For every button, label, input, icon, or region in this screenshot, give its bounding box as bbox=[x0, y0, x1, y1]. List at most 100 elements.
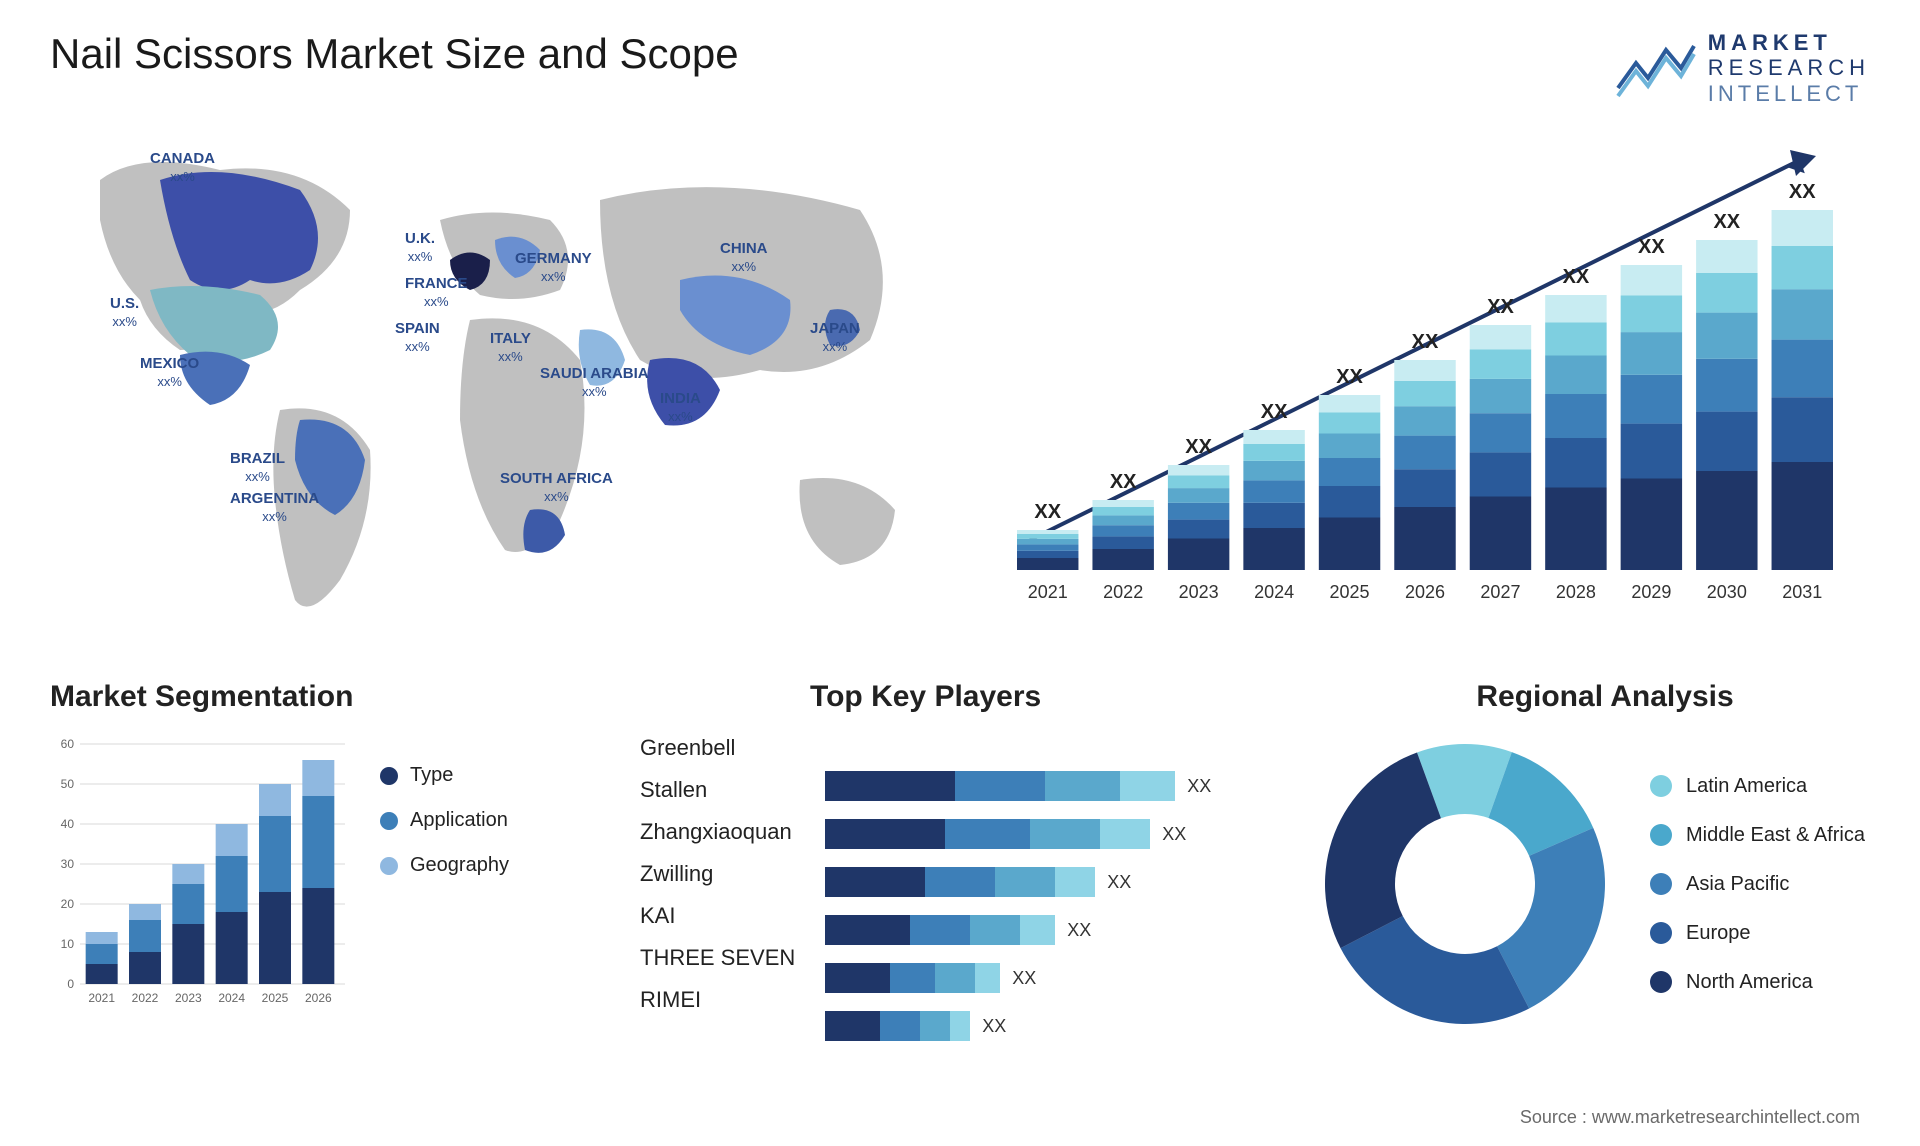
legend-swatch bbox=[380, 857, 398, 875]
legend-label: Europe bbox=[1686, 922, 1751, 945]
map-label: ITALYxx% bbox=[490, 330, 531, 366]
key-player-bar-row: XX bbox=[825, 819, 1280, 849]
key-player-bar-segment bbox=[970, 915, 1020, 945]
segmentation-legend-item: Geography bbox=[380, 854, 509, 877]
key-player-bar-segment bbox=[925, 867, 995, 897]
key-player-bar-row: XX bbox=[825, 963, 1280, 993]
map-label: MEXICOxx% bbox=[140, 355, 199, 391]
key-player-name: KAI bbox=[640, 903, 795, 929]
key-player-bar-segment bbox=[1120, 771, 1175, 801]
key-player-bar-segment bbox=[935, 963, 975, 993]
map-label: INDIAxx% bbox=[660, 390, 701, 426]
key-player-name: RIMEI bbox=[640, 987, 795, 1013]
map-label: BRAZILxx% bbox=[230, 450, 285, 486]
brand-logo: MARKET RESEARCH INTELLECT bbox=[1616, 30, 1870, 106]
map-label: U.S.xx% bbox=[110, 295, 139, 331]
map-label: JAPANxx% bbox=[810, 320, 860, 356]
key-player-bar bbox=[825, 963, 1000, 993]
key-player-bar bbox=[825, 915, 1055, 945]
main-chart-svg: XX2021XX2022XX2023XX2024XX2025XX2026XX20… bbox=[990, 130, 1860, 620]
svg-text:XX: XX bbox=[1185, 436, 1212, 458]
svg-text:2031: 2031 bbox=[1782, 582, 1822, 602]
key-player-bar bbox=[825, 771, 1175, 801]
regional-legend-item: North America bbox=[1650, 971, 1865, 994]
svg-text:40: 40 bbox=[61, 817, 75, 831]
svg-text:2023: 2023 bbox=[175, 991, 202, 1005]
regional-legend-item: Asia Pacific bbox=[1650, 873, 1865, 896]
key-player-bar-segment bbox=[825, 771, 955, 801]
key-player-bar-row: XX bbox=[825, 915, 1280, 945]
map-label: CHINAxx% bbox=[720, 240, 768, 276]
logo-line-2: RESEARCH bbox=[1708, 55, 1870, 80]
svg-text:0: 0 bbox=[67, 977, 74, 991]
svg-text:2023: 2023 bbox=[1179, 582, 1219, 602]
main-bar-chart: XX2021XX2022XX2023XX2024XX2025XX2026XX20… bbox=[990, 130, 1860, 620]
key-player-bar-segment bbox=[950, 1011, 970, 1041]
key-player-bar-segment bbox=[825, 915, 910, 945]
segmentation-section: Market Segmentation 01020304050602021202… bbox=[50, 680, 600, 1014]
key-player-name: Zhangxiaoquan bbox=[640, 819, 795, 845]
svg-text:2021: 2021 bbox=[1028, 582, 1068, 602]
key-player-name: Greenbell bbox=[640, 735, 795, 761]
legend-label: North America bbox=[1686, 971, 1813, 994]
svg-text:60: 60 bbox=[61, 737, 75, 751]
svg-text:30: 30 bbox=[61, 857, 75, 871]
map-label: U.K.xx% bbox=[405, 230, 435, 266]
key-player-value: XX bbox=[1162, 824, 1186, 845]
key-player-bar-segment bbox=[825, 963, 890, 993]
key-players-bars: XXXXXXXXXXXX bbox=[825, 735, 1280, 1041]
key-player-bar-segment bbox=[975, 963, 1000, 993]
legend-swatch bbox=[1650, 873, 1672, 895]
legend-swatch bbox=[1650, 971, 1672, 993]
legend-swatch bbox=[1650, 824, 1672, 846]
segmentation-legend: Type Application Geography bbox=[380, 734, 509, 1014]
key-player-bar-segment bbox=[1100, 819, 1150, 849]
key-player-bar bbox=[825, 867, 1095, 897]
svg-text:2026: 2026 bbox=[1405, 582, 1445, 602]
key-player-value: XX bbox=[1012, 968, 1036, 989]
segmentation-legend-item: Application bbox=[380, 809, 509, 832]
key-players-names: GreenbellStallenZhangxiaoquanZwillingKAI… bbox=[640, 735, 795, 1041]
svg-text:2024: 2024 bbox=[1254, 582, 1294, 602]
regional-title: Regional Analysis bbox=[1320, 680, 1890, 714]
key-player-bar-segment bbox=[995, 867, 1055, 897]
svg-text:XX: XX bbox=[1638, 236, 1665, 258]
map-label: SOUTH AFRICAxx% bbox=[500, 470, 613, 506]
legend-label: Latin America bbox=[1686, 775, 1807, 798]
segmentation-chart: 0102030405060202120222023202420252026 bbox=[50, 734, 350, 1014]
legend-label: Middle East & Africa bbox=[1686, 824, 1865, 847]
svg-text:2029: 2029 bbox=[1631, 582, 1671, 602]
key-player-bar-segment bbox=[1055, 867, 1095, 897]
svg-text:XX: XX bbox=[1261, 401, 1288, 423]
key-player-bar-segment bbox=[825, 867, 925, 897]
key-player-bar-segment bbox=[945, 819, 1030, 849]
map-label: CANADAxx% bbox=[150, 150, 215, 186]
svg-text:2022: 2022 bbox=[132, 991, 159, 1005]
legend-label: Type bbox=[410, 764, 453, 787]
svg-text:2022: 2022 bbox=[1103, 582, 1143, 602]
regional-section: Regional Analysis Latin America Middle Ea… bbox=[1320, 680, 1890, 1029]
svg-text:20: 20 bbox=[61, 897, 75, 911]
svg-text:2021: 2021 bbox=[88, 991, 115, 1005]
regional-donut bbox=[1320, 739, 1610, 1029]
logo-icon bbox=[1616, 38, 1696, 98]
legend-label: Geography bbox=[410, 854, 509, 877]
legend-label: Application bbox=[410, 809, 508, 832]
logo-text: MARKET RESEARCH INTELLECT bbox=[1708, 30, 1870, 106]
key-player-value: XX bbox=[1067, 920, 1091, 941]
world-map: CANADAxx%U.S.xx%MEXICOxx%BRAZILxx%ARGENT… bbox=[40, 120, 940, 640]
svg-text:XX: XX bbox=[1563, 266, 1590, 288]
logo-line-1: MARKET bbox=[1708, 30, 1870, 55]
svg-text:2024: 2024 bbox=[218, 991, 245, 1005]
svg-text:XX: XX bbox=[1713, 211, 1740, 233]
key-player-bar-segment bbox=[910, 915, 970, 945]
key-player-name: Zwilling bbox=[640, 861, 795, 887]
key-player-bar-segment bbox=[1030, 819, 1100, 849]
segmentation-title: Market Segmentation bbox=[50, 680, 600, 714]
key-players-title: Top Key Players bbox=[810, 680, 1041, 714]
header: Nail Scissors Market Size and Scope MARK… bbox=[50, 30, 1870, 106]
svg-text:XX: XX bbox=[1110, 471, 1137, 493]
key-player-bar-row: XX bbox=[825, 867, 1280, 897]
map-label: FRANCExx% bbox=[405, 275, 468, 311]
svg-text:XX: XX bbox=[1412, 331, 1439, 353]
